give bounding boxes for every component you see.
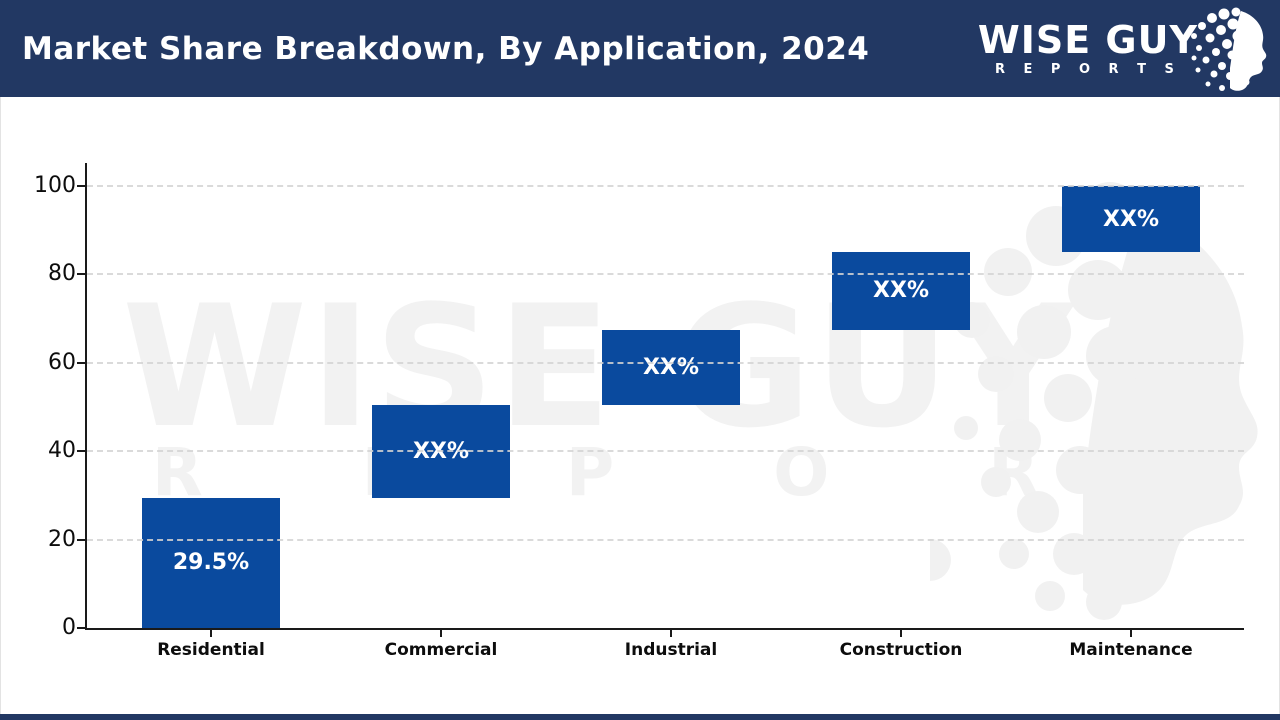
face-logo-icon bbox=[1191, 7, 1267, 91]
y-tick-label-100: 100 bbox=[34, 173, 76, 198]
y-tick-mark-40 bbox=[77, 450, 85, 453]
x-tick-mark-maintenance bbox=[1130, 630, 1132, 637]
brand-logo: WISE GUY R E P O R T S bbox=[978, 6, 1270, 92]
y-tick-mark-0 bbox=[77, 627, 85, 629]
x-tick-label-residential: Residential bbox=[157, 640, 265, 660]
gridline-40 bbox=[87, 450, 1244, 453]
x-tick-mark-residential bbox=[210, 630, 212, 637]
gridline-60 bbox=[87, 361, 1244, 364]
y-tick-label-40: 40 bbox=[48, 438, 76, 464]
x-tick-mark-industrial bbox=[670, 630, 672, 637]
bar-residential: 29.5% bbox=[142, 497, 280, 628]
y-tick-label-80: 80 bbox=[48, 261, 76, 287]
bar-industrial: XX% bbox=[602, 329, 740, 405]
page-title: Market Share Breakdown, By Application, … bbox=[22, 30, 870, 67]
x-tick-mark-construction bbox=[900, 630, 902, 637]
header-band: Market Share Breakdown, By Application, … bbox=[0, 0, 1280, 97]
x-tick-label-commercial: Commercial bbox=[384, 640, 498, 660]
bar-maintenance: XX% bbox=[1062, 186, 1200, 253]
bar-construction: XX% bbox=[832, 252, 970, 330]
face-watermark-icon bbox=[930, 182, 1258, 620]
y-axis-line bbox=[85, 163, 87, 630]
y-tick-label-60: 60 bbox=[48, 349, 76, 375]
y-tick-mark-80 bbox=[77, 273, 85, 276]
y-tick-mark-100 bbox=[77, 185, 85, 187]
gridline-20 bbox=[87, 538, 1244, 541]
y-tick-mark-20 bbox=[77, 538, 85, 541]
brand-name: WISE GUY bbox=[977, 17, 1198, 62]
x-tick-label-construction: Construction bbox=[839, 640, 963, 660]
bar-value-label-maintenance: XX% bbox=[1103, 206, 1159, 232]
x-tick-label-industrial: Industrial bbox=[624, 640, 718, 660]
y-tick-label-20: 20 bbox=[48, 526, 76, 552]
bar-value-label-construction: XX% bbox=[873, 278, 929, 304]
x-tick-label-maintenance: Maintenance bbox=[1069, 640, 1193, 660]
bar-value-label-residential: 29.5% bbox=[172, 550, 250, 576]
brand-logo-text: WISE GUY R E P O R T S bbox=[977, 17, 1198, 78]
x-tick-mark-commercial bbox=[440, 630, 442, 637]
y-tick-label-0: 0 bbox=[62, 615, 76, 640]
bar-value-label-industrial: XX% bbox=[643, 354, 699, 380]
gridline-100 bbox=[87, 185, 1244, 187]
gridline-80 bbox=[87, 273, 1244, 276]
brand-subname: R E P O R T S bbox=[994, 62, 1181, 78]
y-tick-mark-60 bbox=[77, 361, 85, 364]
footer-bar bbox=[0, 714, 1280, 720]
x-axis-line bbox=[85, 628, 1244, 630]
